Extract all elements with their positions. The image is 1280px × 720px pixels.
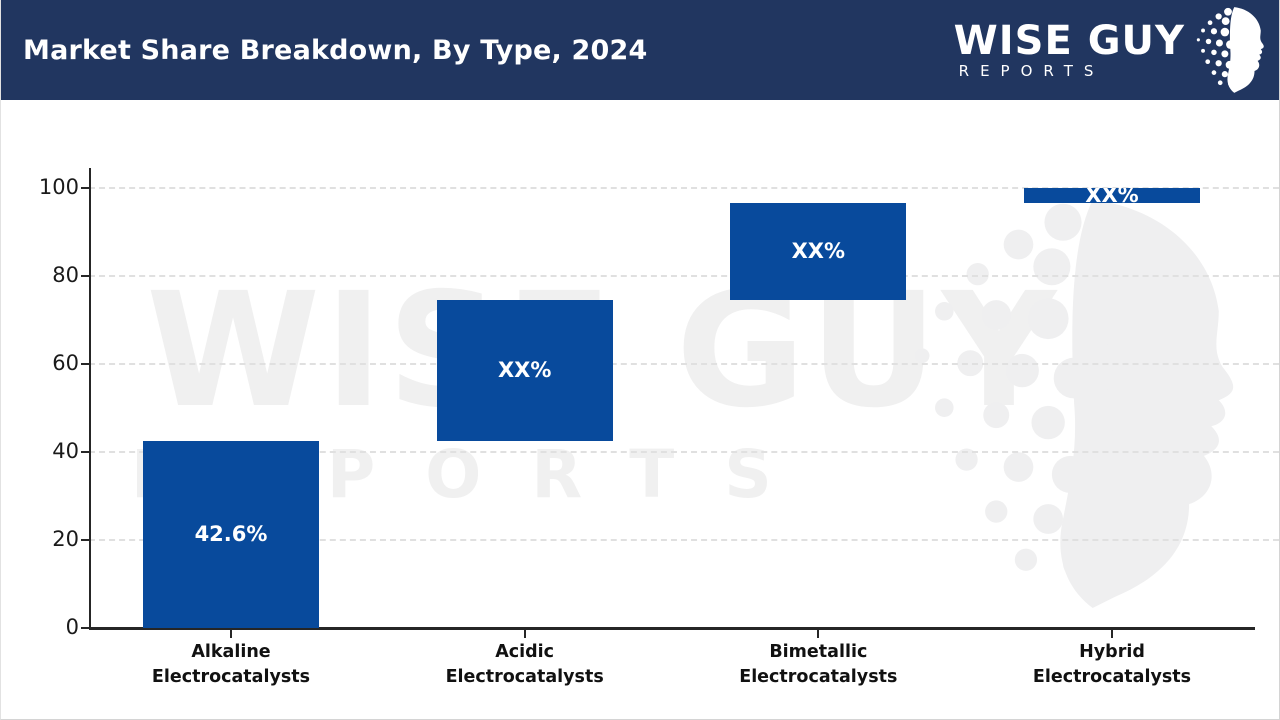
y-axis-tick [81,539,89,541]
x-axis-tick [1111,630,1113,638]
x-axis-line [89,627,1255,630]
grid-line [89,539,1279,541]
y-tick-label: 20 [52,527,79,551]
logo-subtext: REPORTS [958,62,1105,80]
y-axis-tick [81,187,89,189]
brand-logo-text: WISE GUY REPORTS [954,21,1185,79]
y-axis-tick [81,363,89,365]
header-bar: Market Share Breakdown, By Type, 2024 WI… [1,0,1279,100]
x-axis-tick [230,630,232,638]
x-category-label: Alkaline Electrocatalysts [151,642,311,687]
grid-line [89,363,1279,365]
x-category-label: Bimetallic Electrocatalysts [739,642,898,687]
y-tick-label: 60 [52,351,79,375]
bar-value-label: XX% [1085,188,1139,204]
bar-segment: XX% [1024,188,1200,204]
bar-segment: 42.6% [143,440,319,628]
y-axis-tick [81,275,89,277]
y-axis-tick [81,451,89,453]
logo-wordmark: WISE GUY [953,18,1185,64]
bar-segment: XX% [730,203,907,300]
grid-line [89,187,1279,189]
x-category-label: Acidic Electrocatalysts [445,642,604,687]
page-title: Market Share Breakdown, By Type, 2024 [23,34,648,66]
y-tick-label: 100 [38,175,79,199]
grid-line [89,275,1279,277]
y-tick-label: 40 [52,439,79,463]
x-category-label: Hybrid Electrocatalysts [1032,642,1192,687]
y-tick-label: 80 [52,263,79,287]
dotted-head-profile-icon [1196,7,1264,93]
x-axis-tick [523,630,526,638]
grid-line [89,451,1279,453]
bar-value-label: XX% [497,357,552,382]
brand-logo: WISE GUY REPORTS [954,6,1267,94]
bar-segment: XX% [436,299,613,441]
bar-value-label: 42.6% [194,521,268,546]
bar-value-label: XX% [791,239,846,264]
watermark-head-icon [914,200,1234,608]
y-tick-label: 0 [65,615,79,639]
y-axis-tick [81,627,89,629]
x-axis-tick [817,630,820,638]
y-axis-line [89,168,91,630]
